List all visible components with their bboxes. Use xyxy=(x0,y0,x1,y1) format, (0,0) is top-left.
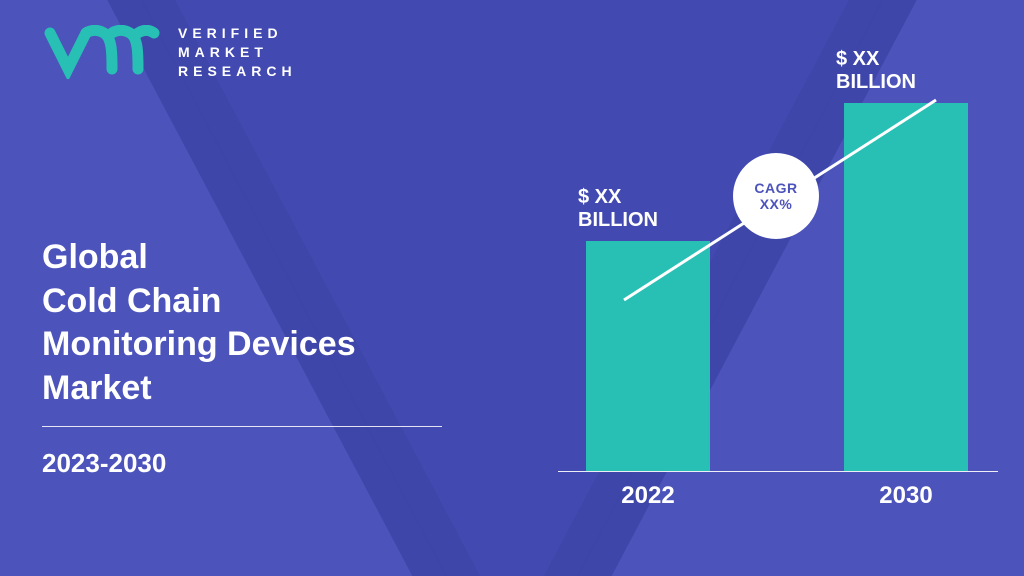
title-line: Monitoring Devices xyxy=(42,323,356,367)
market-bar-chart: $ XX BILLION 2022 $ XX BILLION 2030 CAGR… xyxy=(558,0,998,576)
cagr-label: CAGR xyxy=(754,180,797,196)
chart-x-axis xyxy=(558,471,998,472)
bar-2030 xyxy=(844,103,968,471)
infographic-canvas: VERIFIED MARKET RESEARCH Global Cold Cha… xyxy=(0,0,1024,576)
title-line: Cold Chain xyxy=(42,280,356,324)
forecast-year-range: 2023-2030 xyxy=(42,448,166,479)
bar-2022 xyxy=(586,241,710,471)
logo-text: VERIFIED MARKET RESEARCH xyxy=(178,24,297,81)
value-line: BILLION xyxy=(578,209,658,232)
title-line: Market xyxy=(42,367,356,411)
value-line: BILLION xyxy=(836,71,916,94)
title-line: Global xyxy=(42,236,356,280)
bar-2022-xlabel: 2022 xyxy=(586,482,710,510)
cagr-badge: CAGR XX% xyxy=(733,153,819,239)
logo-text-line: VERIFIED xyxy=(178,24,297,43)
title-block: Global Cold Chain Monitoring Devices Mar… xyxy=(42,236,356,410)
logo-text-line: MARKET xyxy=(178,43,297,62)
value-line: $ XX xyxy=(836,48,916,71)
bar-2030-value: $ XX BILLION xyxy=(836,48,916,94)
cagr-value: XX% xyxy=(760,196,793,212)
brand-logo: VERIFIED MARKET RESEARCH xyxy=(42,24,297,81)
bar-2030-xlabel: 2030 xyxy=(844,482,968,510)
title-divider xyxy=(42,426,442,427)
logo-mark-icon xyxy=(42,25,162,79)
logo-text-line: RESEARCH xyxy=(178,62,297,81)
bar-2022-value: $ XX BILLION xyxy=(578,186,658,232)
value-line: $ XX xyxy=(578,186,658,209)
